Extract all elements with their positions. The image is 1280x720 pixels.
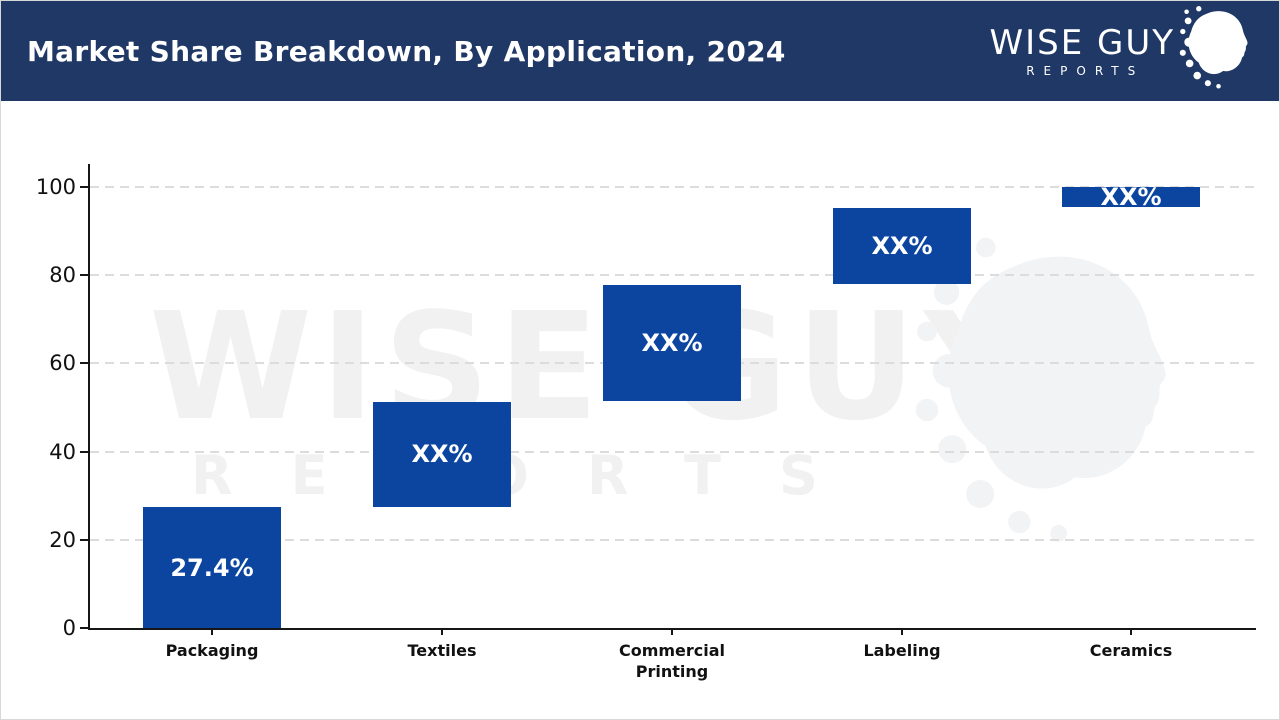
y-axis-line	[88, 164, 90, 630]
logo-subtitle: REPORTS	[1026, 63, 1145, 78]
wiseguy-head-icon	[1179, 6, 1255, 96]
x-tick-mark	[441, 628, 443, 635]
bar-segment-labeling: XX%	[833, 208, 971, 284]
x-category-label: Ceramics	[1089, 641, 1173, 660]
y-tick-mark	[80, 627, 88, 629]
bar-segment-ceramics: XX%	[1062, 183, 1200, 211]
x-category-label: Labeling	[863, 641, 941, 660]
x-category-label: Textiles	[407, 641, 477, 660]
y-tick-label: 100	[35, 175, 76, 199]
bar-segment-commercial-printing: XX%	[603, 285, 741, 402]
x-axis-line	[88, 628, 1256, 630]
y-tick-mark	[80, 362, 88, 365]
bar-value-label: XX%	[411, 440, 473, 469]
y-tick-mark	[80, 450, 88, 453]
x-tick-mark	[1130, 628, 1132, 635]
page-title: Market Share Breakdown, By Application, …	[27, 34, 786, 68]
header-band: Market Share Breakdown, By Application, …	[1, 1, 1279, 101]
bar-value-label: 27.4%	[170, 553, 254, 582]
x-tick-mark	[671, 628, 673, 635]
gridline-y40	[90, 450, 1256, 453]
logo-wordmark: WISE GUY	[989, 22, 1175, 63]
y-tick-label: 20	[49, 527, 76, 552]
y-tick-mark	[80, 186, 88, 188]
gridline-y100	[90, 186, 1256, 188]
x-tick-mark	[901, 628, 903, 635]
y-tick-label: 40	[49, 439, 76, 464]
gridline-y20	[90, 538, 1256, 541]
bar-segment-packaging: 27.4%	[143, 507, 281, 628]
wiseguy-logo-text: WISE GUY REPORTS	[989, 26, 1175, 77]
bar-segment-textiles: XX%	[373, 401, 511, 508]
gridline-y80	[90, 274, 1256, 277]
y-tick-mark	[80, 538, 88, 541]
bar-value-label: XX%	[641, 329, 703, 358]
y-tick-label: 0	[62, 616, 76, 640]
bar-value-label: XX%	[871, 232, 933, 261]
watermark-head-graphic	[913, 201, 1193, 595]
bar-value-label: XX%	[1100, 182, 1162, 211]
x-category-label: Commercial Printing	[618, 641, 726, 681]
y-tick-mark	[80, 274, 88, 277]
x-tick-mark	[211, 628, 213, 635]
y-tick-label: 60	[49, 351, 76, 376]
wiseguy-logo: WISE GUY REPORTS	[989, 6, 1255, 96]
watermark-wordmark: WISE GUY	[149, 281, 1040, 453]
x-category-label: Packaging	[165, 641, 259, 660]
y-tick-label: 80	[49, 263, 76, 288]
